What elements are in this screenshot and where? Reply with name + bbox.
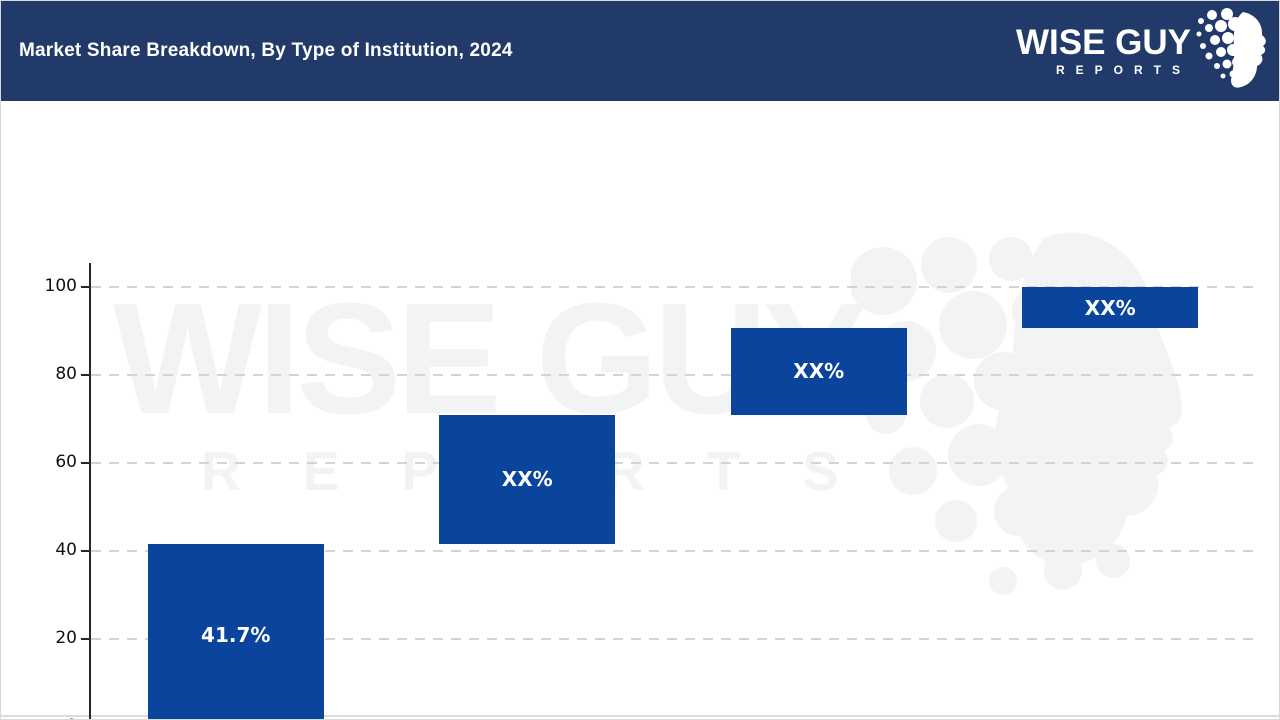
y-tick-mark	[81, 638, 89, 640]
y-tick-mark	[81, 286, 89, 288]
watermark-subtext: REPORTS	[201, 440, 901, 502]
wise-guy-logo: WISE GUY REPORTS	[1016, 8, 1267, 94]
y-tick-label: 100	[44, 276, 77, 296]
y-tick-label: 80	[55, 364, 77, 384]
y-tick-mark	[81, 462, 89, 464]
bar-value-label: 41.7%	[201, 623, 271, 648]
watermark-wordmark: WISE GUY	[113, 271, 868, 447]
bar-nature-parks: 41.7%	[147, 543, 324, 719]
header-bar: Market Share Breakdown, By Type of Insti…	[1, 1, 1279, 101]
y-axis-line	[89, 263, 91, 719]
chart-title: Market Share Breakdown, By Type of Insti…	[19, 40, 513, 61]
watermark-face-icon	[851, 232, 1183, 595]
chart-area: WISE GUY REPORTS 02040608010041.7%Nature…	[1, 101, 1279, 719]
logo-face-icon	[1196, 8, 1266, 88]
logo-wordmark-sub: REPORTS	[1055, 63, 1191, 77]
y-tick-label: 40	[55, 540, 77, 560]
logo-wordmark: WISE GUY REPORTS	[1016, 25, 1191, 77]
logo-wordmark-main: WISE GUY	[1015, 23, 1191, 62]
y-tick-label: 60	[55, 452, 77, 472]
y-tick-label: 20	[55, 628, 77, 648]
y-tick-mark	[81, 374, 89, 376]
y-tick-mark	[81, 550, 89, 552]
bottom-divider	[1, 715, 1279, 717]
